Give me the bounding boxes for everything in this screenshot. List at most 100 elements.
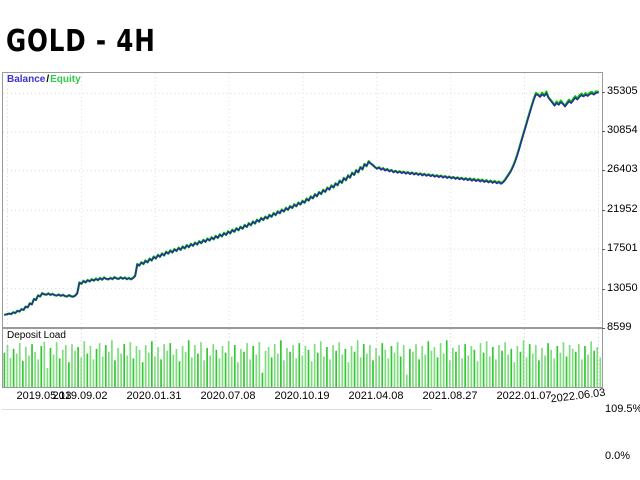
deposit-load-bar	[270, 357, 273, 387]
deposit-load-bar	[562, 342, 565, 387]
deposit-load-bar	[531, 353, 534, 387]
deposit-load-bar	[538, 360, 540, 387]
deposit-load-bar	[206, 347, 208, 387]
deposit-load-bar	[310, 361, 313, 387]
deposit-load-bar	[209, 355, 212, 387]
deposit-load-bar	[273, 344, 276, 387]
deposit-load-bar	[513, 362, 516, 387]
deposit-load-bar	[574, 351, 577, 387]
deposit-load-bar	[289, 351, 291, 387]
deposit-load-bar	[369, 345, 371, 387]
deposit-load-bar	[430, 350, 433, 387]
deposit-load-min-label: 0.0%	[605, 450, 631, 462]
deposit-load-bar	[101, 356, 104, 387]
deposit-load-bar	[372, 360, 374, 387]
x-axis-label: 2022.06.03	[549, 386, 607, 406]
deposit-load-bar	[203, 360, 205, 387]
deposit-load-bar	[418, 359, 420, 387]
deposit-load-bar	[516, 346, 519, 387]
deposit-load-bar	[197, 353, 199, 387]
deposit-load-bar	[200, 342, 202, 387]
deposit-load-bar	[504, 342, 506, 387]
deposit-load-bar	[212, 344, 215, 387]
deposit-load-bar	[64, 345, 67, 387]
deposit-load-bar	[129, 342, 132, 387]
deposit-load-bar	[95, 348, 98, 387]
deposit-load-bar	[510, 348, 513, 387]
deposit-load-bar	[43, 341, 46, 387]
deposit-load-bar	[412, 351, 414, 387]
deposit-load-bar	[525, 357, 528, 387]
deposit-load-bar	[264, 350, 267, 387]
deposit-load-bar	[501, 350, 503, 387]
deposit-load-bar	[298, 343, 301, 387]
deposit-load-bar	[362, 344, 365, 387]
deposit-load-bar	[12, 348, 15, 387]
deposit-load-bar	[184, 351, 187, 387]
deposit-load-bar	[323, 356, 325, 387]
deposit-load-bar	[409, 348, 411, 387]
deposit-load-bar	[366, 353, 368, 387]
deposit-load-bar	[448, 360, 451, 387]
deposit-load-bar	[114, 360, 116, 387]
deposit-load-bar	[286, 347, 288, 387]
deposit-load-bar	[593, 350, 596, 387]
deposit-load-bar	[9, 357, 12, 387]
deposit-load-bar	[15, 353, 18, 387]
deposit-load-bar	[590, 341, 592, 387]
deposit-load-bar	[123, 344, 126, 387]
legend-separator: /	[46, 74, 50, 85]
deposit-load-bar	[71, 344, 73, 387]
balance-equity-plot	[3, 73, 602, 327]
deposit-load-bar	[522, 340, 525, 387]
deposit-load-bar	[126, 355, 129, 387]
y-axis-tick	[602, 210, 605, 211]
balance-equity-chart[interactable]: Balance/Equity	[2, 72, 602, 328]
deposit-load-bar	[151, 341, 153, 387]
deposit-load-bar	[52, 354, 55, 387]
deposit-load-chart[interactable]: Deposit Load	[2, 328, 602, 388]
deposit-load-bar	[455, 351, 457, 387]
y-axis-label: 13050	[607, 282, 638, 294]
deposit-load-bar	[390, 346, 393, 387]
deposit-load-bar	[415, 344, 417, 387]
deposit-load-bar	[464, 344, 467, 387]
deposit-load-bar	[92, 359, 95, 387]
y-axis-label: 8599	[607, 321, 632, 333]
deposit-load-bar	[584, 346, 586, 387]
deposit-load-bar	[28, 355, 30, 387]
deposit-load-bar	[353, 351, 356, 387]
chart-legend: Balance/Equity	[7, 74, 81, 86]
y-axis-label: 21952	[607, 203, 638, 215]
deposit-load-bar	[160, 359, 162, 387]
footer-divider	[2, 409, 432, 410]
deposit-load-bar	[565, 356, 568, 387]
y-axis-label: 26403	[607, 163, 638, 175]
deposit-load-bar	[261, 372, 264, 387]
deposit-load-bar	[175, 348, 178, 387]
y-axis-tick	[602, 131, 605, 132]
deposit-load-bar	[40, 346, 43, 387]
deposit-load-bar	[138, 349, 141, 387]
deposit-load-bar	[326, 346, 328, 387]
deposit-load-bar	[421, 346, 424, 387]
deposit-load-bar	[461, 358, 463, 387]
deposit-load-bar	[458, 345, 460, 387]
deposit-load-bar	[74, 350, 76, 387]
y-axis-tick	[602, 249, 605, 250]
deposit-load-bar	[280, 340, 282, 387]
deposit-load-bar	[166, 350, 169, 387]
deposit-load-bar	[556, 346, 559, 387]
deposit-load-bar	[316, 352, 319, 387]
y-axis-tick	[602, 92, 605, 93]
deposit-load-bar	[61, 349, 64, 387]
deposit-load-bar	[258, 342, 261, 387]
x-axis-label: 2021.08.27	[422, 390, 478, 402]
deposit-load-bar	[347, 362, 350, 387]
deposit-load-bar	[568, 345, 571, 387]
deposit-load-bar	[83, 341, 86, 387]
deposit-load-bar	[387, 358, 390, 387]
deposit-load-bar	[301, 355, 304, 387]
deposit-load-bar	[491, 346, 494, 387]
